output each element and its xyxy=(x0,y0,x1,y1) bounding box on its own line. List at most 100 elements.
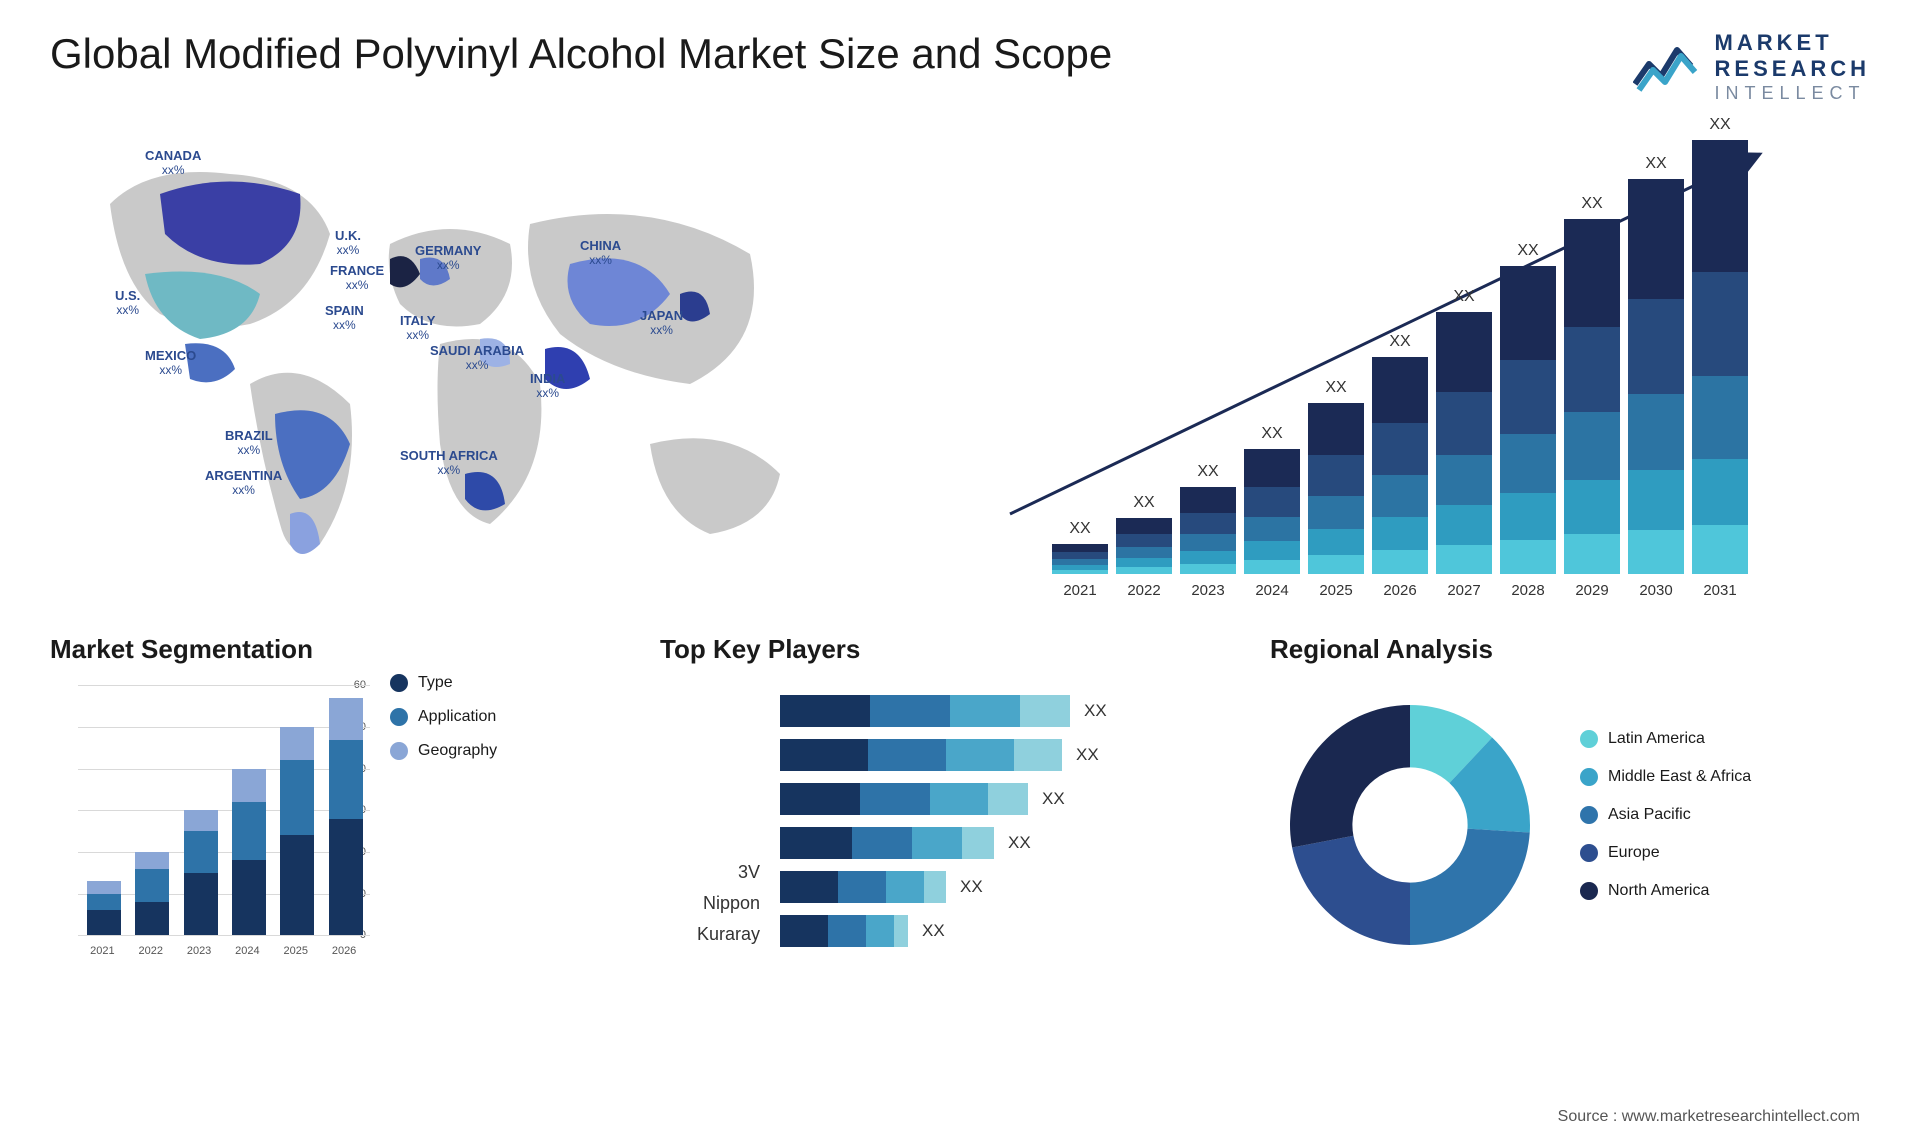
legend-item: Type xyxy=(390,674,497,692)
growth-year-label: 2025 xyxy=(1308,582,1364,599)
player-value: XX xyxy=(1008,833,1031,853)
growth-year-label: 2031 xyxy=(1692,582,1748,599)
legend-item: Latin America xyxy=(1580,730,1751,748)
donut-slice xyxy=(1290,705,1410,847)
map-label: GERMANYxx% xyxy=(415,244,481,271)
source-text: Source : www.marketresearchintellect.com xyxy=(1558,1108,1860,1126)
seg-gridline xyxy=(78,935,370,936)
legend-item: Middle East & Africa xyxy=(1580,768,1751,786)
segmentation-bar xyxy=(280,727,314,935)
seg-year-label: 2024 xyxy=(235,945,259,957)
logo-text-1: MARKET xyxy=(1715,30,1870,56)
growth-value-label: XX xyxy=(1692,116,1748,134)
legend-item: Asia Pacific xyxy=(1580,806,1751,824)
growth-year-label: 2021 xyxy=(1052,582,1108,599)
growth-bar xyxy=(1372,357,1428,574)
legend-item: North America xyxy=(1580,882,1751,900)
player-bar-row: XX xyxy=(780,695,1220,727)
growth-bar xyxy=(1628,179,1684,574)
growth-value-label: XX xyxy=(1564,195,1620,213)
seg-year-label: 2025 xyxy=(284,945,308,957)
regional-legend: Latin America Middle East & Africa Asia Pa… xyxy=(1580,730,1751,920)
map-label: U.S.xx% xyxy=(115,289,140,316)
growth-year-label: 2026 xyxy=(1372,582,1428,599)
map-label: SOUTH AFRICAxx% xyxy=(400,449,498,476)
map-label: BRAZILxx% xyxy=(225,429,273,456)
growth-bar xyxy=(1692,140,1748,574)
growth-value-label: XX xyxy=(1244,425,1300,443)
player-bar-row: XX xyxy=(780,827,1220,859)
segmentation-bar xyxy=(135,852,169,935)
player-bar-row: XX xyxy=(780,871,1220,903)
growth-chart: 2021 XX 2022 XX 2023 XX 2024 XX 2025 XX 2026 XX 2027… xyxy=(970,124,1870,604)
growth-bar xyxy=(1564,219,1620,574)
legend-item: Geography xyxy=(390,742,497,760)
segmentation-legend: TypeApplicationGeography xyxy=(390,674,497,776)
map-label: CANADAxx% xyxy=(145,149,201,176)
player-value: XX xyxy=(922,921,945,941)
growth-year-label: 2027 xyxy=(1436,582,1492,599)
player-value: XX xyxy=(1042,789,1065,809)
donut-slice xyxy=(1292,836,1410,945)
map-label: ARGENTINAxx% xyxy=(205,469,282,496)
growth-bar xyxy=(1244,449,1300,574)
growth-value-label: XX xyxy=(1436,288,1492,306)
players-panel: Top Key Players 3VNipponKuraray XXXXXXXX… xyxy=(660,634,1220,965)
player-name: 3V xyxy=(660,862,760,883)
seg-year-label: 2022 xyxy=(139,945,163,957)
players-heading: Top Key Players xyxy=(660,634,1220,665)
regional-heading: Regional Analysis xyxy=(1270,634,1870,665)
players-names: 3VNipponKuraray xyxy=(660,685,760,965)
player-name: Kuraray xyxy=(660,924,760,945)
regional-donut xyxy=(1270,685,1550,965)
growth-value-label: XX xyxy=(1052,520,1108,538)
player-bar-row: XX xyxy=(780,783,1220,815)
regional-panel: Regional Analysis Latin America Middle Ea… xyxy=(1270,634,1870,965)
growth-year-label: 2024 xyxy=(1244,582,1300,599)
donut-slice xyxy=(1410,829,1530,945)
map-label: FRANCExx% xyxy=(330,264,384,291)
segmentation-bar xyxy=(232,769,266,936)
growth-year-label: 2030 xyxy=(1628,582,1684,599)
map-label: MEXICOxx% xyxy=(145,349,196,376)
world-map: CANADAxx% U.S.xx% MEXICOxx% BRAZILxx% ARGENT… xyxy=(50,124,930,604)
growth-value-label: XX xyxy=(1500,242,1556,260)
growth-value-label: XX xyxy=(1116,494,1172,512)
segmentation-bar xyxy=(184,810,218,935)
growth-year-label: 2022 xyxy=(1116,582,1172,599)
segmentation-bar xyxy=(87,881,121,935)
growth-value-label: XX xyxy=(1372,333,1428,351)
growth-year-label: 2029 xyxy=(1564,582,1620,599)
players-chart: XX XX XX XX XX XX xyxy=(780,685,1220,965)
growth-bar xyxy=(1116,518,1172,574)
player-value: XX xyxy=(960,877,983,897)
growth-bar xyxy=(1308,403,1364,574)
player-bar-row: XX xyxy=(780,915,1220,947)
growth-value-label: XX xyxy=(1308,379,1364,397)
growth-value-label: XX xyxy=(1180,463,1236,481)
segmentation-bar xyxy=(329,698,363,935)
player-bar-row: XX xyxy=(780,739,1220,771)
map-label: SPAINxx% xyxy=(325,304,364,331)
seg-year-label: 2023 xyxy=(187,945,211,957)
brand-logo: MARKET RESEARCH INTELLECT xyxy=(1633,30,1870,104)
growth-bar xyxy=(1052,544,1108,574)
growth-year-label: 2023 xyxy=(1180,582,1236,599)
logo-icon xyxy=(1633,40,1703,94)
player-value: XX xyxy=(1084,701,1107,721)
growth-year-label: 2028 xyxy=(1500,582,1556,599)
map-label: CHINAxx% xyxy=(580,239,621,266)
growth-bar xyxy=(1180,487,1236,574)
map-label: SAUDI ARABIAxx% xyxy=(430,344,524,371)
growth-value-label: XX xyxy=(1628,155,1684,173)
map-label: INDIAxx% xyxy=(530,372,565,399)
logo-text-2: RESEARCH xyxy=(1715,56,1870,82)
legend-item: Europe xyxy=(1580,844,1751,862)
logo-text-3: INTELLECT xyxy=(1715,83,1870,105)
growth-bar xyxy=(1436,312,1492,574)
seg-year-label: 2026 xyxy=(332,945,356,957)
segmentation-panel: Market Segmentation 01020304050602021202… xyxy=(50,634,610,965)
player-value: XX xyxy=(1076,745,1099,765)
growth-bar xyxy=(1500,266,1556,574)
seg-year-label: 2021 xyxy=(90,945,114,957)
